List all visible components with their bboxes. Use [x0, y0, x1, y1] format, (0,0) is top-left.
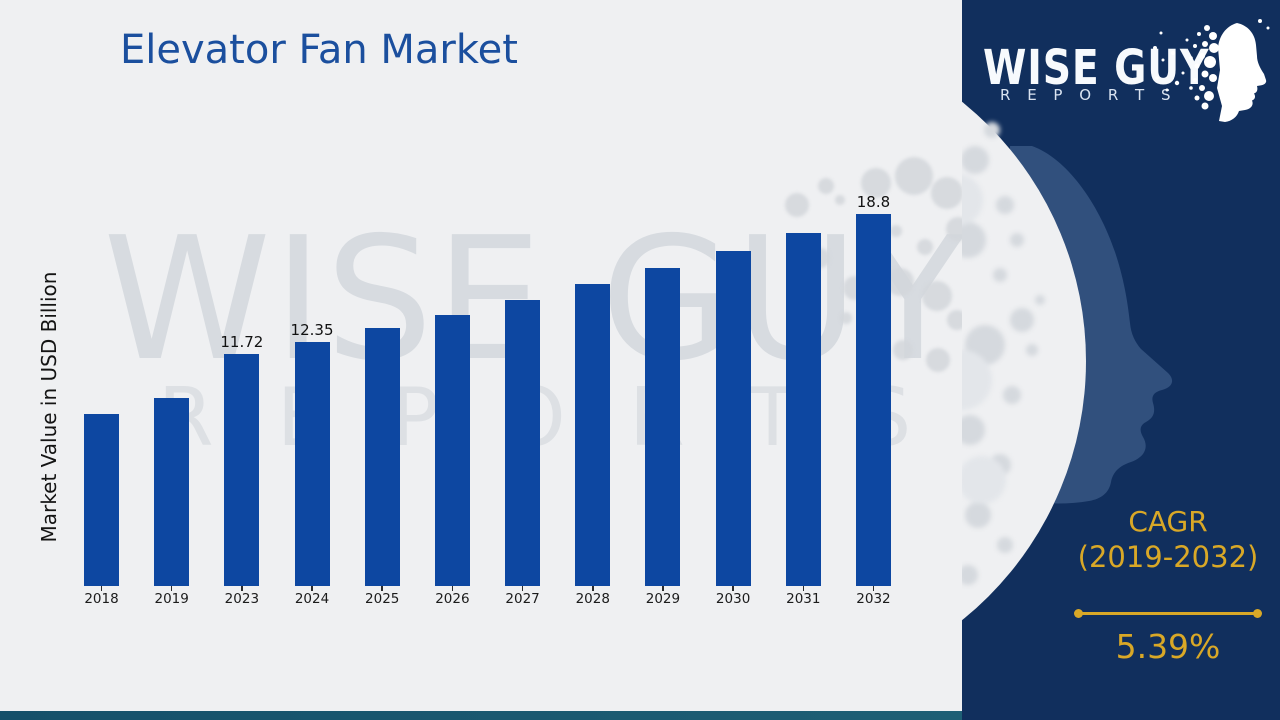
background-dot	[818, 178, 834, 194]
bar-2030	[715, 251, 751, 586]
x-tick-label-2026: 2026	[435, 591, 470, 607]
x-tick-label-2023: 2023	[224, 591, 260, 607]
cagr-value: 5.39%	[1115, 626, 1221, 666]
x-tick-label-2019: 2019	[154, 591, 189, 607]
x-tick-2026	[451, 586, 454, 591]
x-tick-2029	[662, 586, 664, 591]
circle-texture-blob	[962, 456, 1006, 504]
background-dot	[785, 193, 809, 217]
logo-wordmark: WISE GUY	[983, 40, 1210, 96]
background-dot	[890, 225, 902, 237]
circle-texture-blob	[993, 268, 1007, 282]
bar-2032	[855, 214, 891, 586]
bar-value-label-2023: 11.72	[220, 333, 264, 352]
x-tick-2031	[802, 586, 805, 591]
circle-texture-blob	[962, 415, 985, 445]
x-tick-2027	[521, 586, 524, 591]
circle-texture-blobs	[962, 0, 1280, 720]
page-title: Elevator Fan Market	[120, 27, 518, 73]
x-tick-label-2025: 2025	[365, 591, 400, 607]
cagr-divider-line	[1074, 609, 1262, 617]
brand-side-panel: WISE GUY R E P O R T S CAGR (2019-2032) …	[962, 0, 1280, 720]
circle-texture-blob	[962, 146, 989, 174]
y-axis-label: Market Value in USD Billion	[37, 271, 61, 543]
bar-value-label-2032: 18.8	[856, 193, 891, 211]
x-tick-label-2028: 2028	[575, 591, 610, 607]
background-dot	[895, 157, 933, 195]
circle-texture-blob	[1026, 344, 1038, 356]
circle-texture-blob	[997, 537, 1013, 553]
x-tick-2032	[872, 586, 875, 591]
x-tick-label-2030: 2030	[715, 591, 751, 607]
x-tick-label-2024: 2024	[294, 591, 330, 607]
bar-2031	[785, 232, 821, 586]
circle-texture-blob	[996, 196, 1014, 214]
x-tick-2023	[241, 586, 243, 591]
circle-texture-blob	[965, 502, 991, 528]
background-dot	[917, 239, 933, 255]
bar-2029	[645, 268, 681, 586]
cagr-label: CAGR	[1128, 505, 1208, 538]
x-tick-label-2027: 2027	[505, 591, 540, 607]
circle-texture-blob	[962, 222, 986, 258]
x-tick-2018	[100, 586, 103, 591]
chart-area: 2018 2019 2023 11.72 2024 12.35 2025 2026 2027 20…	[84, 193, 891, 607]
circle-texture-blob	[1010, 233, 1024, 247]
x-tick-label-2029: 2029	[645, 591, 681, 607]
bar-2028	[575, 284, 611, 586]
bar-2026	[434, 314, 470, 586]
circle-texture-blob	[1003, 386, 1021, 404]
dotted-head-logo-icon	[1153, 19, 1270, 122]
x-tick-label-2031: 2031	[786, 591, 821, 607]
cagr-period: (2019-2032)	[1077, 540, 1259, 574]
circle-texture-blob	[1010, 308, 1034, 332]
logo-reports-text: R E P O R T S	[1000, 86, 1177, 104]
x-tick-2024	[311, 586, 313, 591]
circle-texture-blob	[962, 174, 983, 226]
background-dot	[840, 312, 852, 324]
x-tick-label-2032: 2032	[856, 591, 891, 607]
circle-texture-blob	[962, 565, 978, 585]
bar-2023	[224, 354, 260, 586]
background-dot	[861, 168, 891, 198]
bar-value-label-2024: 12.35	[290, 320, 334, 339]
bar-2025	[364, 328, 400, 586]
x-tick-label-2018: 2018	[84, 591, 119, 607]
cagr-block: CAGR (2019-2032) 5.39%	[1066, 505, 1270, 665]
background-dot	[893, 340, 913, 360]
bar-2027	[505, 299, 541, 586]
background-dot	[926, 348, 950, 372]
background-dot	[931, 177, 963, 209]
bottom-accent-strip	[0, 711, 962, 720]
x-tick-2025	[381, 586, 383, 591]
x-tick-2028	[592, 586, 594, 591]
background-dot	[922, 281, 952, 311]
circle-texture-blob	[984, 122, 1000, 138]
bar-2018	[84, 413, 119, 586]
bar-2019	[154, 398, 190, 586]
circle-texture-blob	[1035, 295, 1045, 305]
x-tick-2019	[170, 586, 173, 591]
background-dot	[835, 195, 845, 205]
bar-2024	[294, 341, 330, 586]
x-tick-2030	[732, 586, 734, 591]
